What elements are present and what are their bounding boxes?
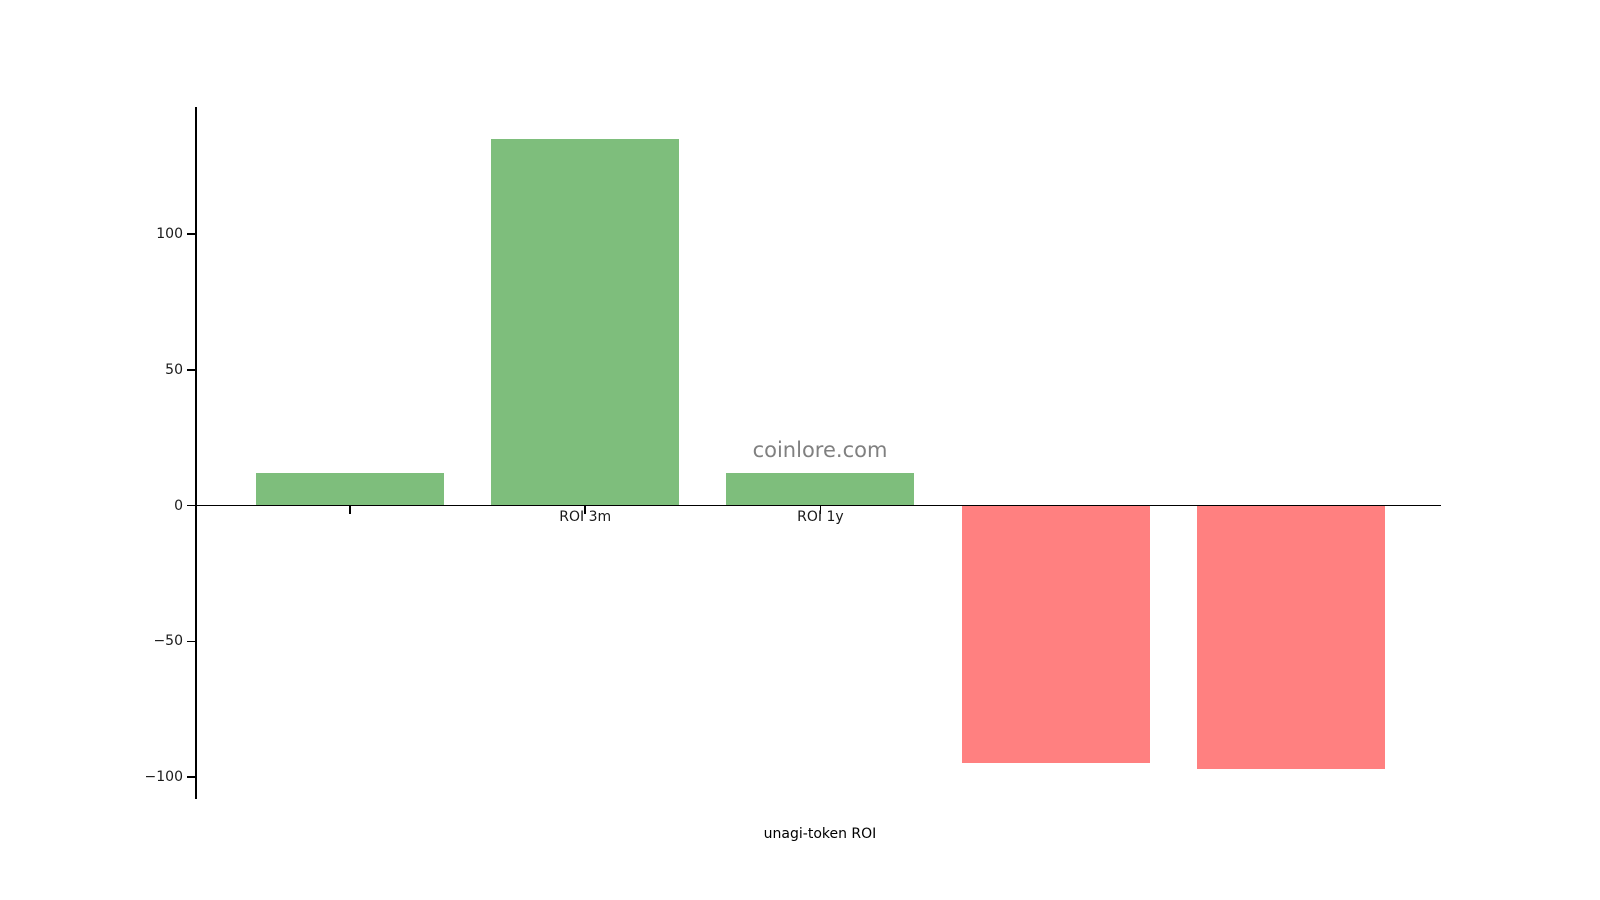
bar-0 (256, 472, 444, 506)
y-tick-label: 0 (174, 497, 183, 514)
bar-4 (1196, 505, 1385, 769)
y-tick-mark (187, 776, 195, 778)
x-tick-label: ROI 1y (797, 508, 844, 525)
y-tick-mark (187, 369, 195, 371)
bar-1 (491, 138, 680, 506)
y-axis-spine (195, 106, 197, 799)
y-tick-mark (187, 504, 195, 507)
x-tick-label: ROI 3m (559, 508, 612, 525)
y-tick-label: −100 (144, 769, 183, 785)
y-tick-label: 50 (165, 361, 183, 378)
y-tick-label: 100 (156, 226, 183, 242)
x-axis-line (195, 504, 1441, 507)
y-tick-mark (187, 233, 195, 235)
y-tick-label: −50 (153, 633, 183, 650)
chart-title: unagi-token ROI (763, 826, 877, 842)
bar-2 (726, 472, 915, 506)
bar-3 (961, 505, 1150, 764)
y-tick-mark (187, 640, 195, 642)
x-tick-mark (349, 505, 351, 514)
x-tick-mark (584, 505, 586, 514)
watermark: coinlore.com (752, 438, 888, 462)
x-tick-mark (819, 505, 822, 514)
